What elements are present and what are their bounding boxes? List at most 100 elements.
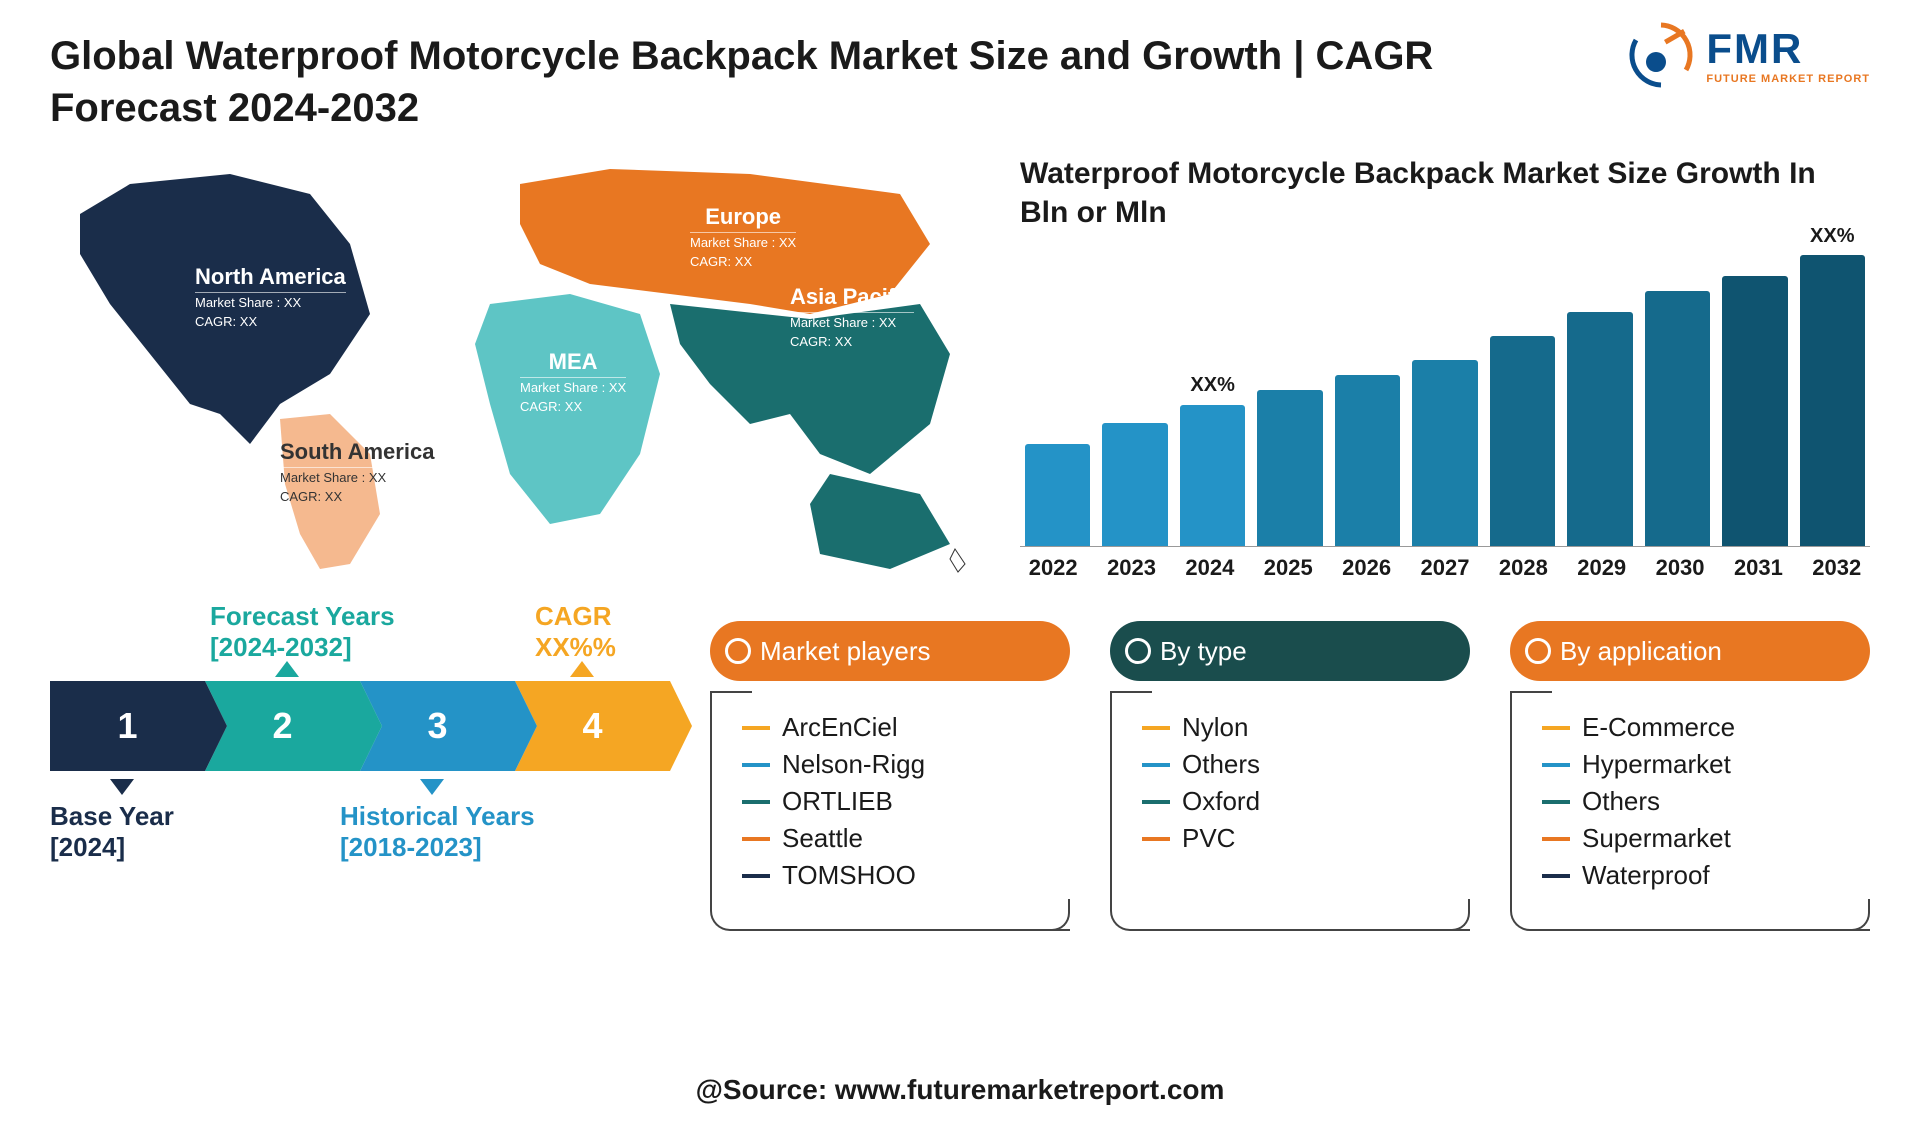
category-item-label: Hypermarket xyxy=(1582,749,1731,780)
category-item-label: TOMSHOO xyxy=(782,860,916,891)
category-frame: ArcEnCielNelson-RiggORTLIEBSeattleTOMSHO… xyxy=(710,691,1070,931)
bar-2028 xyxy=(1490,336,1555,546)
tick-icon xyxy=(742,800,770,804)
timeline-arrows: 1234 xyxy=(50,681,670,771)
bar-fill xyxy=(1180,405,1245,546)
tick-icon xyxy=(1542,800,1570,804)
category-item-label: E-Commerce xyxy=(1582,712,1735,743)
bar-fill xyxy=(1800,255,1865,546)
category-by-type: By type Nylon Others Oxford PVC xyxy=(1110,621,1470,931)
brand-logo: FMR FUTURE MARKET REPORT xyxy=(1626,20,1870,90)
bar-2030 xyxy=(1645,291,1710,546)
tick-icon xyxy=(1142,837,1170,841)
tick-icon xyxy=(742,837,770,841)
chart-title: Waterproof Motorcycle Backpack Market Si… xyxy=(1020,154,1870,232)
tick-icon xyxy=(742,763,770,767)
year-label: 2022 xyxy=(1020,555,1086,581)
year-label: 2027 xyxy=(1412,555,1478,581)
tick-icon xyxy=(1142,763,1170,767)
cagr-pointer-icon xyxy=(570,661,594,677)
cagr-label: CAGRXX%% xyxy=(535,601,616,663)
category-item: Waterproof xyxy=(1542,860,1860,891)
bar-2024: XX% xyxy=(1180,405,1245,546)
category-item: Supermarket xyxy=(1542,823,1860,854)
bar-fill xyxy=(1257,390,1322,546)
category-item: E-Commerce xyxy=(1542,712,1860,743)
bar-2027 xyxy=(1412,360,1477,546)
bar-2032: XX% xyxy=(1800,255,1865,546)
bar-2022 xyxy=(1025,444,1090,546)
category-item-label: PVC xyxy=(1182,823,1235,854)
bar-fill xyxy=(1567,312,1632,546)
category-by-application: By application E-Commerce Hypermarket Other… xyxy=(1510,621,1870,931)
region-label-europe: EuropeMarket Share : XXCAGR: XX xyxy=(690,204,796,269)
category-item-label: Others xyxy=(1182,749,1260,780)
category-item: Oxford xyxy=(1142,786,1460,817)
year-label: 2030 xyxy=(1647,555,1713,581)
bar-fill xyxy=(1335,375,1400,546)
bar-fill xyxy=(1102,423,1167,546)
category-header: By type xyxy=(1110,621,1470,681)
year-label: 2023 xyxy=(1098,555,1164,581)
tick-icon xyxy=(1542,763,1570,767)
category-item: PVC xyxy=(1142,823,1460,854)
tick-icon xyxy=(1542,726,1570,730)
category-columns: Market playersArcEnCielNelson-RiggORTLIE… xyxy=(710,621,1870,931)
bar-2031 xyxy=(1722,276,1787,546)
year-label: 2028 xyxy=(1490,555,1556,581)
tick-icon xyxy=(1142,800,1170,804)
bar-2025 xyxy=(1257,390,1322,546)
tick-icon xyxy=(742,874,770,878)
tick-icon xyxy=(1542,837,1570,841)
bar-callout: XX% xyxy=(1190,374,1234,397)
forecast-label: Forecast Years[2024-2032] xyxy=(210,601,395,663)
year-label: 2024 xyxy=(1177,555,1243,581)
category-frame: Nylon Others Oxford PVC xyxy=(1110,691,1470,931)
chart-x-axis: 2022202320242025202620272028202920302031… xyxy=(1020,555,1870,581)
bar-chart: Waterproof Motorcycle Backpack Market Si… xyxy=(1000,154,1870,581)
bar-fill xyxy=(1722,276,1787,546)
tick-icon xyxy=(742,726,770,730)
forecast-pointer-icon xyxy=(275,661,299,677)
logo-brand-text: FMR xyxy=(1706,25,1870,73)
category-header: Market players xyxy=(710,621,1070,681)
region-label-asia-pacific: Asia PacificMarket Share : XXCAGR: XX xyxy=(790,284,914,349)
category-item-label: Nylon xyxy=(1182,712,1248,743)
category-item-label: ORTLIEB xyxy=(782,786,893,817)
hist-pointer-icon xyxy=(420,779,444,795)
world-map: North AmericaMarket Share : XXCAGR: XXSo… xyxy=(50,154,970,574)
category-item: Others xyxy=(1542,786,1860,817)
base-year-label: Base Year[2024] xyxy=(50,801,174,863)
category-market-players: Market playersArcEnCielNelson-RiggORTLIE… xyxy=(710,621,1070,931)
category-item-label: Nelson-Rigg xyxy=(782,749,925,780)
timeline-arrow-1: 1 xyxy=(50,681,205,771)
category-item: Others xyxy=(1142,749,1460,780)
timeline-arrow-4: 4 xyxy=(515,681,670,771)
timeline-arrow-3: 3 xyxy=(360,681,515,771)
logo-subtitle: FUTURE MARKET REPORT xyxy=(1706,73,1870,85)
category-item: Nelson-Rigg xyxy=(742,749,1060,780)
bar-2023 xyxy=(1102,423,1167,546)
map-svg xyxy=(50,154,970,574)
category-header: By application xyxy=(1510,621,1870,681)
category-item: Nylon xyxy=(1142,712,1460,743)
historical-label: Historical Years[2018-2023] xyxy=(340,801,535,863)
source-attribution: @Source: www.futuremarketreport.com xyxy=(696,1074,1225,1106)
year-label: 2026 xyxy=(1333,555,1399,581)
timeline: Forecast Years[2024-2032] CAGRXX%% 1234 … xyxy=(50,621,670,931)
region-label-mea: MEAMarket Share : XXCAGR: XX xyxy=(520,349,626,414)
region-label-north-america: North AmericaMarket Share : XXCAGR: XX xyxy=(195,264,346,329)
category-item: ORTLIEB xyxy=(742,786,1060,817)
category-item-label: Oxford xyxy=(1182,786,1260,817)
year-label: 2025 xyxy=(1255,555,1321,581)
tick-icon xyxy=(1542,874,1570,878)
year-label: 2032 xyxy=(1804,555,1870,581)
logo-icon xyxy=(1626,20,1696,90)
category-item: Seattle xyxy=(742,823,1060,854)
year-label: 2029 xyxy=(1569,555,1635,581)
category-item-label: Seattle xyxy=(782,823,863,854)
category-item-label: Supermarket xyxy=(1582,823,1731,854)
tick-icon xyxy=(1142,726,1170,730)
bar-2026 xyxy=(1335,375,1400,546)
category-item: TOMSHOO xyxy=(742,860,1060,891)
